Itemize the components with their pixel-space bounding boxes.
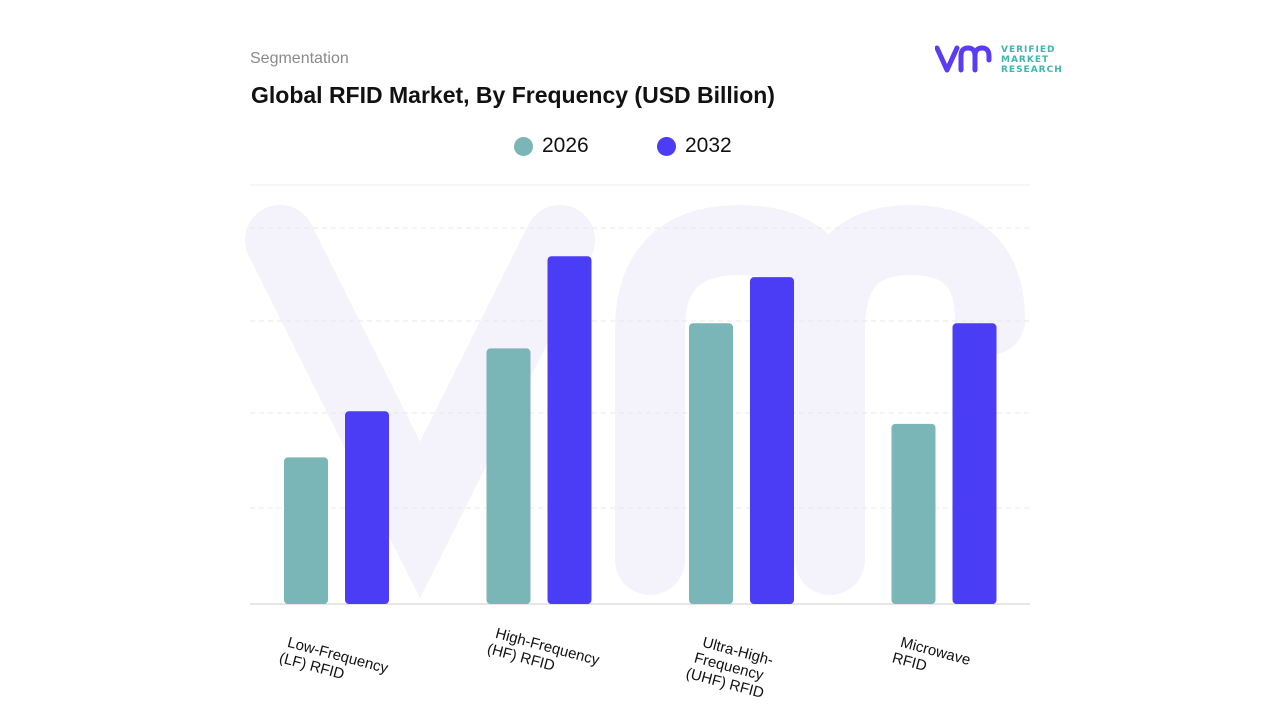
legend-label-2026: 2026	[542, 134, 589, 157]
bar-2026-3	[689, 323, 733, 604]
legend-label-2032: 2032	[685, 134, 732, 157]
bar-2032-3	[750, 277, 794, 604]
section-eyebrow: Segmentation	[250, 50, 349, 67]
legend-swatch-2026	[514, 136, 533, 156]
bar-2032-1	[345, 411, 389, 604]
bar-2032-4	[952, 323, 997, 604]
legend-item-2026: 2026	[514, 134, 589, 158]
vmr-watermark	[245, 204, 1025, 599]
chart-bars	[284, 256, 997, 604]
bar-2026-4	[891, 423, 936, 604]
logo-line-market: MARKET	[1001, 55, 1050, 65]
logo-line-research: RESEARCH	[1001, 65, 1063, 75]
legend-item-2032: 2032	[657, 134, 732, 158]
logo-line-verified: VERIFIED	[1001, 45, 1056, 55]
vmr-logo-mark	[935, 45, 992, 73]
bar-2026-1	[284, 457, 328, 604]
legend-swatch-2032	[657, 136, 676, 156]
bar-2026-2	[486, 348, 531, 604]
watermark-shape	[245, 204, 1025, 599]
chart-title: Global RFID Market, By Frequency (USD Bi…	[251, 82, 775, 108]
chart-legend: 2026 2032	[0, 134, 1280, 164]
bar-2032-2	[547, 256, 592, 604]
